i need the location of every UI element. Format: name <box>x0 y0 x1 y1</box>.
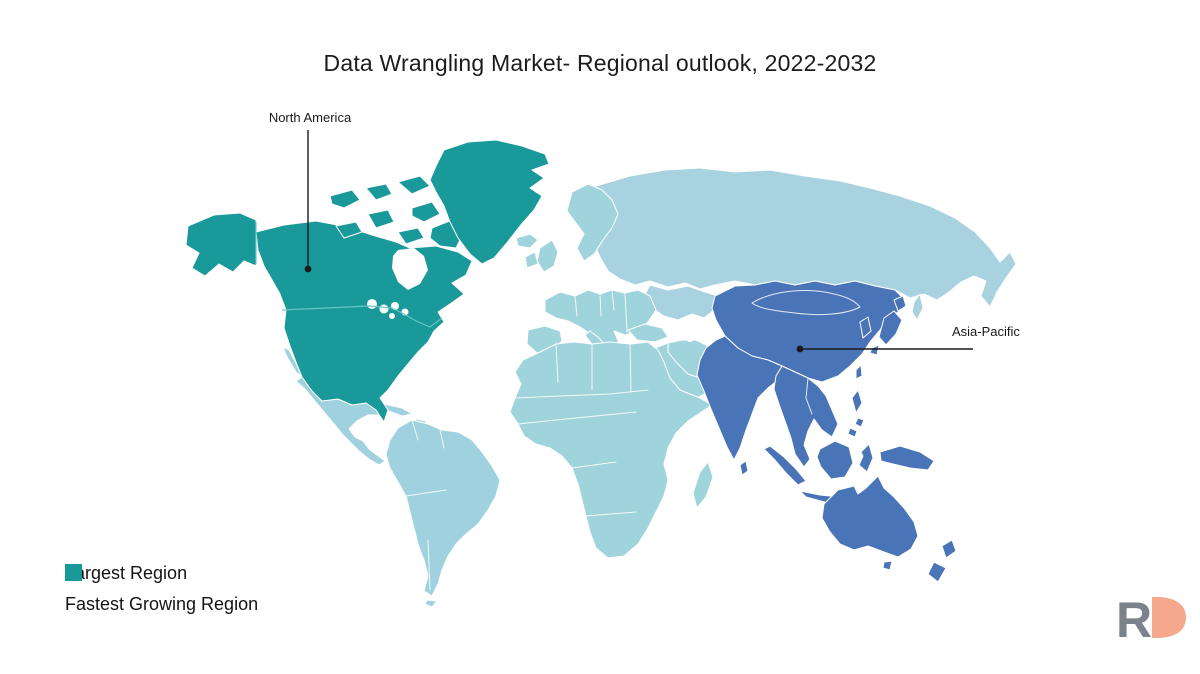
island-japan-honshu <box>878 310 903 346</box>
border-europe-3 <box>624 292 628 333</box>
border-europe-2 <box>599 293 602 317</box>
logo-d-shape <box>1152 597 1186 638</box>
island-borneo <box>816 440 854 480</box>
great-lake <box>379 304 389 314</box>
leader-dot-north-america <box>304 265 312 273</box>
brand-logo: R <box>1116 592 1186 648</box>
country-australia <box>821 475 919 558</box>
border-usa-canada <box>281 305 443 328</box>
chart-title: Data Wrangling Market- Regional outlook,… <box>323 50 877 76</box>
arctic-island-4 <box>411 201 441 223</box>
country-iceland <box>515 233 539 249</box>
arctic-island-5 <box>367 209 395 229</box>
country-borders <box>255 222 861 591</box>
caspian-sea <box>684 318 696 342</box>
island-japan-hokkaido <box>893 295 907 312</box>
label-north-america: North America <box>268 110 352 125</box>
border-seasia-1 <box>805 377 813 415</box>
country-uk <box>536 239 559 273</box>
border-africa-7 <box>585 511 637 517</box>
island-nz-north <box>941 539 957 559</box>
border-samerica-4 <box>427 539 431 591</box>
legend-label-largest: Largest Region <box>65 562 188 583</box>
island-greenland <box>429 139 550 265</box>
island-new-guinea <box>879 445 935 471</box>
region-scandinavia <box>566 183 619 262</box>
state-alaska <box>185 212 257 277</box>
region-india-pakistan <box>696 335 783 461</box>
great-lake <box>391 302 399 310</box>
island-tasmania <box>882 560 893 571</box>
arctic-island-1 <box>329 189 361 209</box>
annotations <box>304 130 973 353</box>
island-sri-lanka <box>739 460 749 476</box>
island-sakhalin <box>911 293 924 321</box>
region-asia-pacific <box>696 280 957 583</box>
leader-dot-asia-pacific <box>796 345 804 353</box>
logo-letter-r: R <box>1116 592 1152 648</box>
water-cutouts <box>367 248 696 342</box>
arctic-island-3 <box>397 175 431 195</box>
border-samerica-3 <box>405 489 447 497</box>
island-sulawesi <box>858 443 874 473</box>
border-samerica-1 <box>411 419 419 441</box>
island-tierra-del-fuego <box>424 599 438 608</box>
border-europe-4 <box>611 289 615 311</box>
region-north-america <box>185 139 550 423</box>
legend-swatch-fastest <box>65 564 82 581</box>
border-europe-1 <box>574 295 578 317</box>
island-taiwan <box>855 364 863 380</box>
border-africa-4 <box>514 389 649 399</box>
legend-label-fastest: Fastest Growing Region <box>65 593 259 614</box>
hudson-bay <box>392 248 428 290</box>
island-sumatra <box>763 445 807 486</box>
island-nz-south <box>927 561 947 583</box>
legend: Largest Region Fastest Growing Region <box>65 562 259 626</box>
border-samerica-2 <box>439 429 445 449</box>
label-asia-pacific: Asia-Pacific <box>952 324 1020 339</box>
region-canada-usa <box>255 220 473 423</box>
great-lake <box>389 313 395 319</box>
arctic-island-2 <box>365 183 393 201</box>
arctic-island-7 <box>397 227 425 245</box>
border-africa-3 <box>629 343 632 393</box>
border-africa-5 <box>517 411 637 425</box>
country-ireland <box>524 251 539 269</box>
island-japan-kyushu <box>869 344 880 356</box>
arctic-island-6 <box>335 221 363 239</box>
island-madagascar <box>692 461 714 509</box>
border-africa-1 <box>555 343 559 383</box>
islands-philippines-3 <box>847 427 858 438</box>
region-southeast-asia <box>773 365 839 468</box>
region-central-asia <box>643 284 719 321</box>
islands-philippines-2 <box>854 417 865 428</box>
region-korea <box>859 316 872 339</box>
great-lake <box>367 299 377 309</box>
fastest-region-swatch <box>65 564 82 581</box>
legend-item-largest: Largest Region <box>65 562 258 583</box>
islands-philippines-1 <box>851 389 863 414</box>
country-turkey <box>627 323 669 343</box>
legend-item-fastest: Fastest Growing Region <box>65 564 259 614</box>
border-mongolia <box>751 290 861 316</box>
region-south-america <box>385 419 501 597</box>
country-russia <box>587 167 1017 308</box>
border-africa-6 <box>571 461 617 469</box>
